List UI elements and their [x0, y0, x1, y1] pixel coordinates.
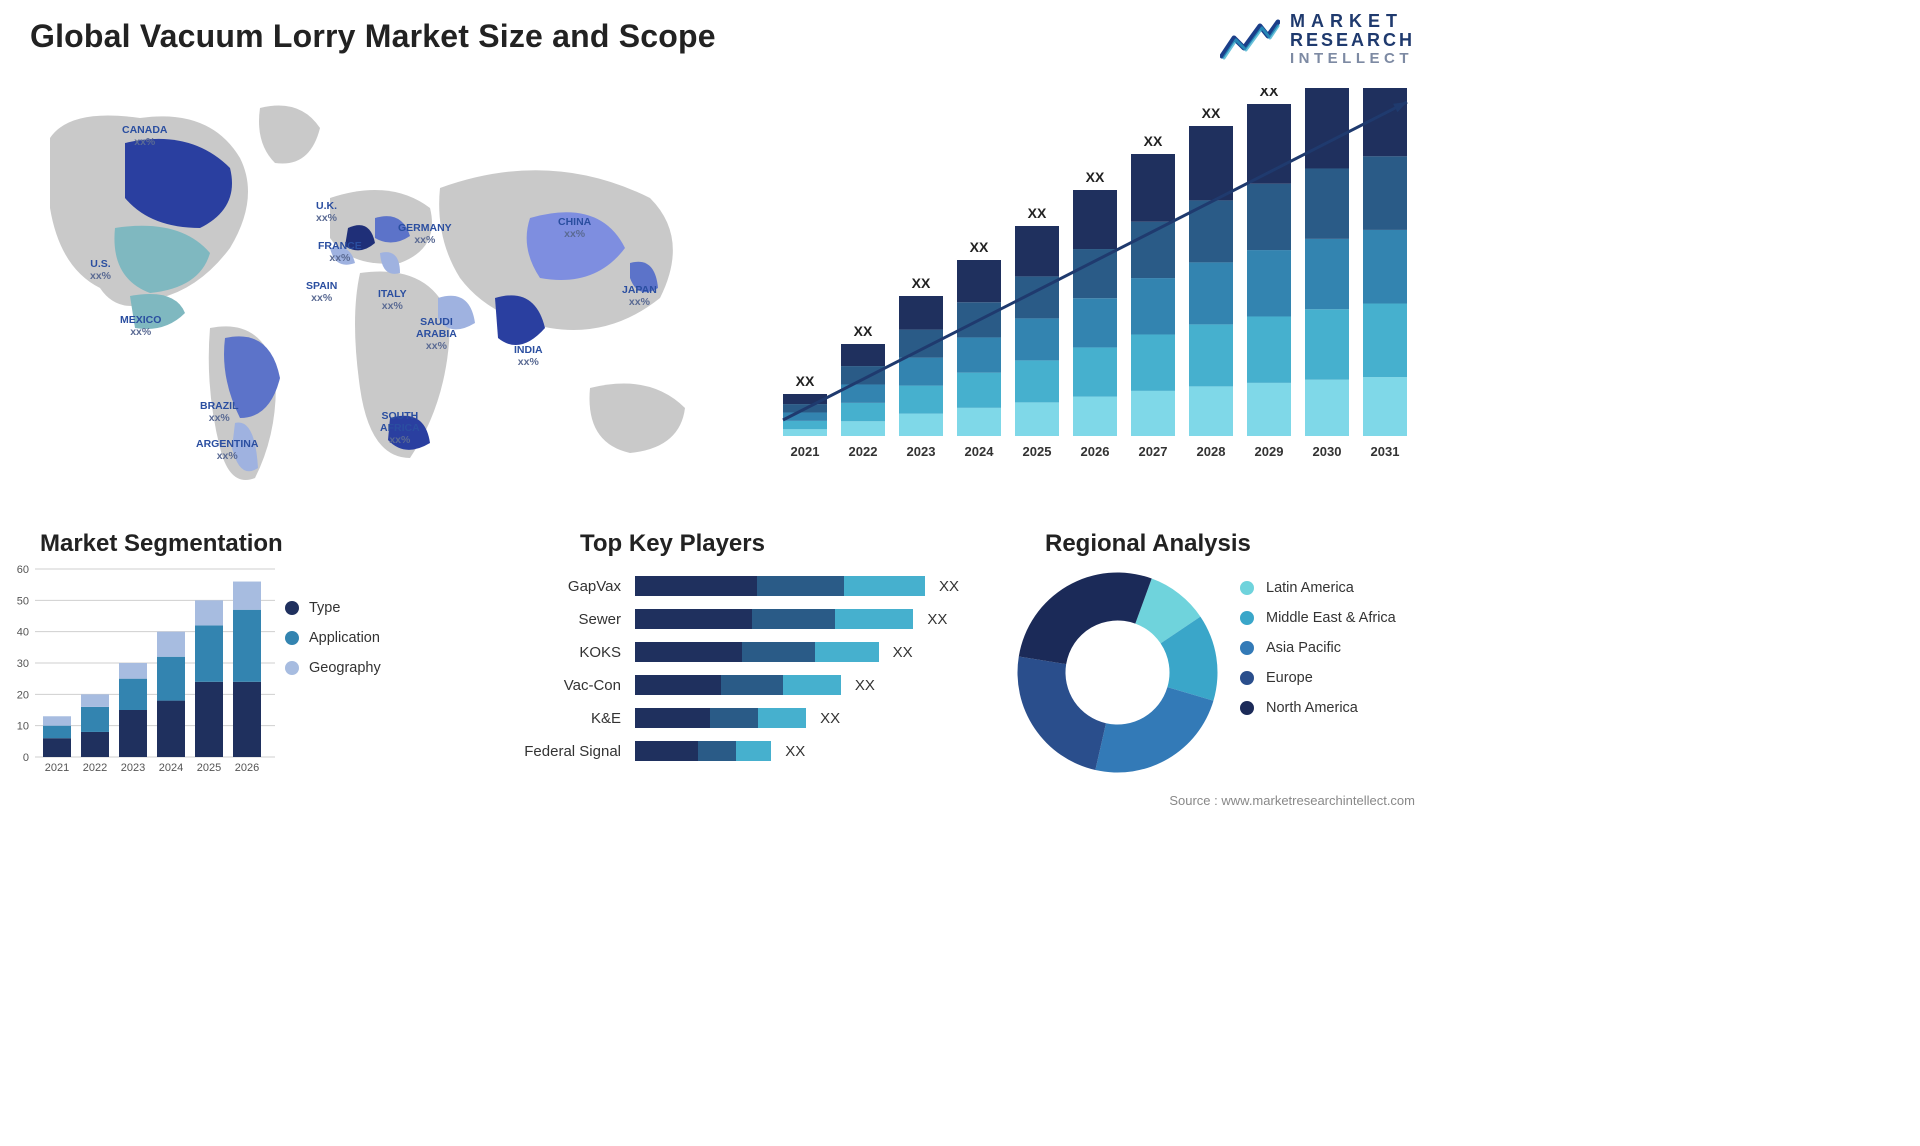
keyplayer-row: Vac-Con XX: [505, 674, 975, 696]
svg-text:2022: 2022: [849, 444, 878, 459]
regional-donut: [1010, 565, 1225, 780]
svg-text:XX: XX: [1086, 169, 1105, 185]
keyplayer-bar: [635, 609, 913, 629]
map-label: BRAZILxx%: [200, 400, 239, 424]
keyplayers-heading: Top Key Players: [580, 530, 765, 558]
svg-text:50: 50: [17, 595, 29, 607]
svg-text:XX: XX: [912, 275, 931, 291]
page-title: Global Vacuum Lorry Market Size and Scop…: [30, 18, 716, 55]
regional-legend: Latin America Middle East & Africa Asia Pa…: [1240, 580, 1396, 730]
keyplayer-value: XX: [939, 578, 959, 595]
map-label: U.S.xx%: [90, 258, 111, 282]
keyplayer-value: XX: [927, 611, 947, 628]
segmentation-legend: Type Application Geography: [285, 600, 381, 690]
legend-item: Middle East & Africa: [1240, 610, 1396, 626]
svg-text:XX: XX: [1144, 133, 1163, 149]
svg-text:2025: 2025: [1023, 444, 1052, 459]
keyplayer-row: GapVax XX: [505, 575, 975, 597]
svg-text:0: 0: [23, 752, 29, 764]
svg-text:20: 20: [17, 689, 29, 701]
svg-text:2030: 2030: [1313, 444, 1342, 459]
svg-text:2024: 2024: [159, 762, 183, 774]
segmentation-heading: Market Segmentation: [40, 530, 283, 558]
svg-text:2021: 2021: [45, 762, 69, 774]
legend-item: Latin America: [1240, 580, 1396, 596]
svg-text:XX: XX: [1202, 105, 1221, 121]
keyplayer-name: GapVax: [505, 578, 635, 595]
map-label: JAPANxx%: [622, 284, 657, 308]
keyplayer-bar: [635, 642, 879, 662]
svg-text:2023: 2023: [121, 762, 145, 774]
keyplayer-name: Federal Signal: [505, 743, 635, 760]
keyplayer-row: Federal Signal XX: [505, 740, 975, 762]
keyplayer-name: K&E: [505, 710, 635, 727]
segmentation-chart: 0 10 20 30 40 50 60 2021 2022 2023 2024 2025 2026: [15, 565, 275, 795]
svg-text:2028: 2028: [1197, 444, 1226, 459]
svg-text:2026: 2026: [1081, 444, 1110, 459]
svg-text:40: 40: [17, 627, 29, 639]
keyplayer-row: K&E XX: [505, 707, 975, 729]
svg-text:2023: 2023: [907, 444, 936, 459]
map-label: U.K.xx%: [316, 200, 337, 224]
regional-heading: Regional Analysis: [1045, 530, 1251, 558]
keyplayer-value: XX: [893, 644, 913, 661]
logo-line1: MARKET: [1290, 12, 1415, 31]
map-label: INDIAxx%: [514, 344, 543, 368]
keyplayer-name: Sewer: [505, 611, 635, 628]
svg-text:2031: 2031: [1371, 444, 1400, 459]
map-label: ITALYxx%: [378, 288, 407, 312]
keyplayer-bar: [635, 576, 925, 596]
svg-text:2029: 2029: [1255, 444, 1284, 459]
legend-item: Geography: [285, 660, 381, 676]
svg-text:2021: 2021: [791, 444, 820, 459]
svg-text:XX: XX: [1028, 205, 1047, 221]
keyplayer-row: Sewer XX: [505, 608, 975, 630]
svg-text:2025: 2025: [197, 762, 221, 774]
svg-text:2027: 2027: [1139, 444, 1168, 459]
logo-line3: INTELLECT: [1290, 51, 1415, 67]
keyplayer-value: XX: [855, 677, 875, 694]
logo-line2: RESEARCH: [1290, 31, 1415, 50]
forecast-bar-chart: XX 2021 XX 2022 XX 2023 XX 2024 XX 2025 XX 2026 XX 20…: [775, 88, 1415, 478]
keyplayer-name: Vac-Con: [505, 677, 635, 694]
legend-item: Europe: [1240, 670, 1396, 686]
keyplayer-name: KOKS: [505, 644, 635, 661]
legend-item: North America: [1240, 700, 1396, 716]
legend-item: Type: [285, 600, 381, 616]
keyplayer-value: XX: [820, 710, 840, 727]
map-label: SOUTHAFRICAxx%: [380, 410, 420, 446]
brand-logo: MARKET RESEARCH INTELLECT: [1220, 12, 1415, 67]
map-label: CHINAxx%: [558, 216, 591, 240]
logo-mark-icon: [1220, 18, 1280, 62]
svg-text:2024: 2024: [965, 444, 995, 459]
map-label: SAUDIARABIAxx%: [416, 316, 457, 352]
map-label: SPAINxx%: [306, 280, 337, 304]
svg-text:2026: 2026: [235, 762, 259, 774]
svg-text:60: 60: [17, 565, 29, 576]
legend-item: Application: [285, 630, 381, 646]
map-label: CANADAxx%: [122, 124, 168, 148]
keyplayer-bar: [635, 675, 841, 695]
svg-text:XX: XX: [970, 239, 989, 255]
source-credit: Source : www.marketresearchintellect.com: [1169, 793, 1415, 808]
svg-text:XX: XX: [1260, 88, 1279, 99]
keyplayer-bar: [635, 708, 806, 728]
keyplayer-bar: [635, 741, 771, 761]
svg-text:XX: XX: [854, 323, 873, 339]
legend-item: Asia Pacific: [1240, 640, 1396, 656]
svg-text:30: 30: [17, 658, 29, 670]
map-label: FRANCExx%: [318, 240, 362, 264]
map-label: ARGENTINAxx%: [196, 438, 258, 462]
svg-text:10: 10: [17, 721, 29, 733]
keyplayer-value: XX: [785, 743, 805, 760]
keyplayer-row: KOKS XX: [505, 641, 975, 663]
world-map-panel: CANADAxx% U.S.xx% MEXICOxx% BRAZILxx% ARGENT…: [30, 88, 730, 498]
keyplayers-panel: GapVaxXXSewerXXKOKSXXVac-ConXXK&EXXFeder…: [505, 575, 975, 773]
svg-text:2022: 2022: [83, 762, 107, 774]
map-label: GERMANYxx%: [398, 222, 452, 246]
map-label: MEXICOxx%: [120, 314, 161, 338]
svg-text:XX: XX: [796, 373, 815, 389]
